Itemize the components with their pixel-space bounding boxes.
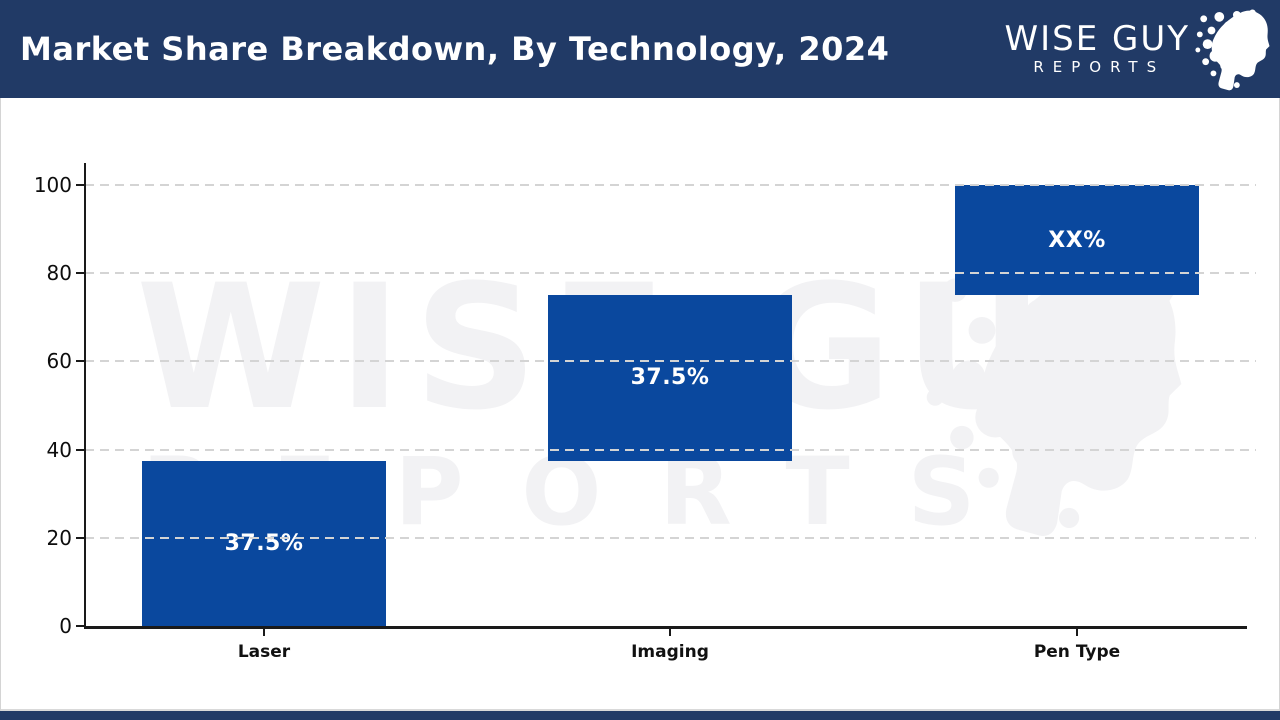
x-category-label: Imaging (631, 642, 709, 662)
gridline-100 (85, 184, 1256, 186)
x-category-label: Pen Type (1033, 642, 1121, 662)
x-tick-mark (1076, 629, 1078, 636)
brand-name: WISE GUY (1004, 18, 1190, 59)
left-border (0, 98, 1, 711)
y-tick-label: 100 (33, 173, 72, 197)
x-tick-mark (263, 629, 265, 636)
brand-subname: REPORTS (1033, 58, 1166, 77)
x-category-label: Laser (237, 642, 291, 662)
y-tick-label: 40 (46, 437, 72, 462)
x-tick-mark (669, 629, 671, 636)
y-tick-label: 0 (59, 614, 72, 638)
brand-logo-text: WISE GUY REPORTS (1004, 18, 1190, 77)
gridline-20 (85, 536, 1256, 539)
brand-head-icon (1195, 9, 1270, 91)
y-tick-label: 80 (46, 261, 72, 286)
header-banner: Market Share Breakdown, By Technology, 2… (0, 0, 1280, 98)
y-tick-mark (76, 625, 84, 627)
bar-pen-type: XX% (955, 185, 1199, 296)
y-tick-label: 20 (46, 525, 72, 550)
y-tick-mark (76, 272, 84, 275)
bar-value-label: 37.5% (224, 530, 304, 556)
y-tick-mark (76, 184, 84, 186)
bar-value-label: 37.5% (630, 365, 710, 391)
y-tick-label: 60 (46, 349, 72, 374)
plot-area: 0 20 40 60 80 100 37.5% Laser 37.5% Imaging XX% Pen… (0, 98, 1280, 709)
y-tick-mark (76, 448, 84, 451)
y-tick-mark (76, 360, 84, 363)
bar-laser: 37.5% (142, 460, 386, 626)
x-axis-line (84, 626, 1247, 629)
bar-value-label: XX% (1048, 227, 1106, 253)
gridline-60 (85, 360, 1256, 363)
page-title: Market Share Breakdown, By Technology, 2… (20, 30, 890, 68)
gridline-80 (85, 272, 1256, 275)
footer-bar (0, 711, 1280, 720)
footer-divider (0, 709, 1280, 711)
brand-logo: WISE GUY REPORTS (1004, 4, 1270, 94)
bar-imaging: 37.5% (548, 295, 792, 461)
y-axis-line (84, 163, 86, 629)
y-tick-mark (76, 536, 84, 539)
gridline-40 (85, 448, 1256, 451)
